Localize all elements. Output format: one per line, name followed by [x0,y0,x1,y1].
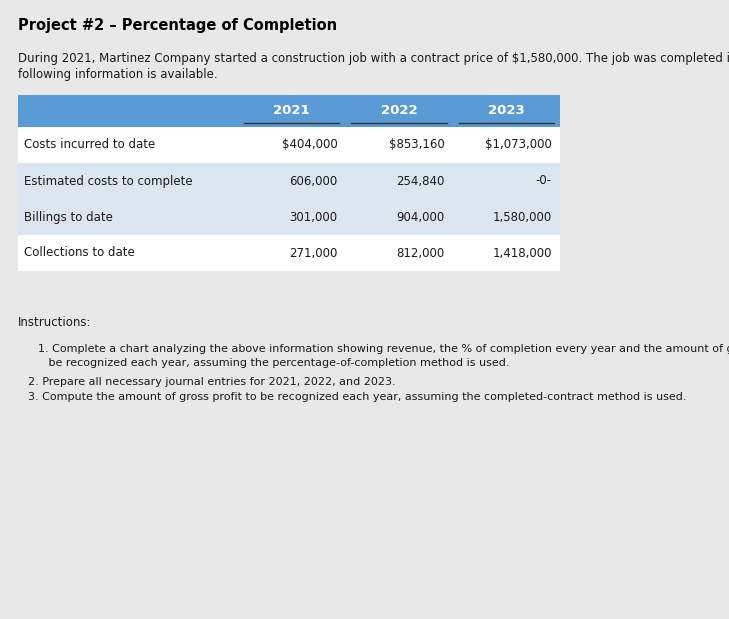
Text: 301,000: 301,000 [289,210,338,223]
Text: 2022: 2022 [381,105,417,118]
Text: $404,000: $404,000 [281,139,338,152]
Text: following information is available.: following information is available. [18,68,218,81]
Text: 254,840: 254,840 [397,175,445,188]
Text: 1,418,000: 1,418,000 [493,246,552,259]
Text: be recognized each year, assuming the percentage-of-completion method is used.: be recognized each year, assuming the pe… [38,358,510,368]
Text: 1. Complete a chart analyzing the above information showing revenue, the % of co: 1. Complete a chart analyzing the above … [38,344,729,354]
Text: 2. Prepare all necessary journal entries for 2021, 2022, and 2023.: 2. Prepare all necessary journal entries… [28,377,396,387]
Text: 2023: 2023 [488,105,525,118]
Text: Collections to date: Collections to date [24,246,135,259]
Bar [18,199,560,235]
Bar [18,95,560,127]
Text: $853,160: $853,160 [389,139,445,152]
Text: Billings to date: Billings to date [24,210,113,223]
Text: 271,000: 271,000 [289,246,338,259]
Bar [18,163,560,199]
Text: Estimated costs to complete: Estimated costs to complete [24,175,192,188]
Text: 606,000: 606,000 [289,175,338,188]
Text: -0-: -0- [536,175,552,188]
Text: 2021: 2021 [273,105,310,118]
Text: 1,580,000: 1,580,000 [493,210,552,223]
Text: Instructions:: Instructions: [18,316,92,329]
Text: Project #2 – Percentage of Completion: Project #2 – Percentage of Completion [18,18,337,33]
Bar [18,235,560,271]
Text: 904,000: 904,000 [397,210,445,223]
Bar [18,127,560,163]
Text: 3. Compute the amount of gross profit to be recognized each year, assuming the c: 3. Compute the amount of gross profit to… [28,392,687,402]
Text: $1,073,000: $1,073,000 [485,139,552,152]
Text: 812,000: 812,000 [397,246,445,259]
Text: Costs incurred to date: Costs incurred to date [24,139,155,152]
Text: During 2021, Martinez Company started a construction job with a contract price o: During 2021, Martinez Company started a … [18,52,729,65]
